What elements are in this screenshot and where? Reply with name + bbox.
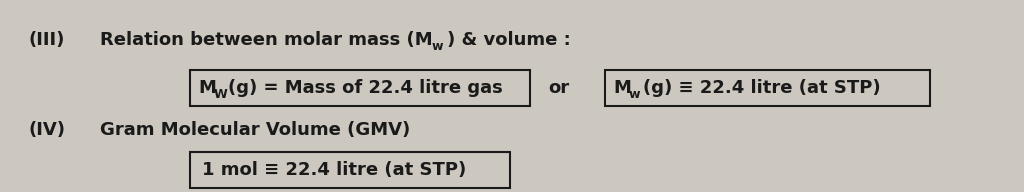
Text: Relation between molar mass (M: Relation between molar mass (M (100, 31, 432, 49)
Text: w: w (432, 41, 443, 54)
Text: w: w (629, 89, 640, 102)
Text: (IV): (IV) (28, 121, 65, 139)
Text: M: M (198, 79, 216, 97)
Text: ) & volume :: ) & volume : (447, 31, 570, 49)
Text: 1 mol ≡ 22.4 litre (at STP): 1 mol ≡ 22.4 litre (at STP) (202, 161, 466, 179)
Text: (g) ≡ 22.4 litre (at STP): (g) ≡ 22.4 litre (at STP) (643, 79, 881, 97)
Text: M: M (613, 79, 631, 97)
Text: (g) = Mass of 22.4 litre gas: (g) = Mass of 22.4 litre gas (228, 79, 503, 97)
Text: Gram Molecular Volume (GMV): Gram Molecular Volume (GMV) (100, 121, 411, 139)
Text: W: W (214, 89, 227, 102)
Text: (III): (III) (28, 31, 65, 49)
Text: or: or (548, 79, 569, 97)
